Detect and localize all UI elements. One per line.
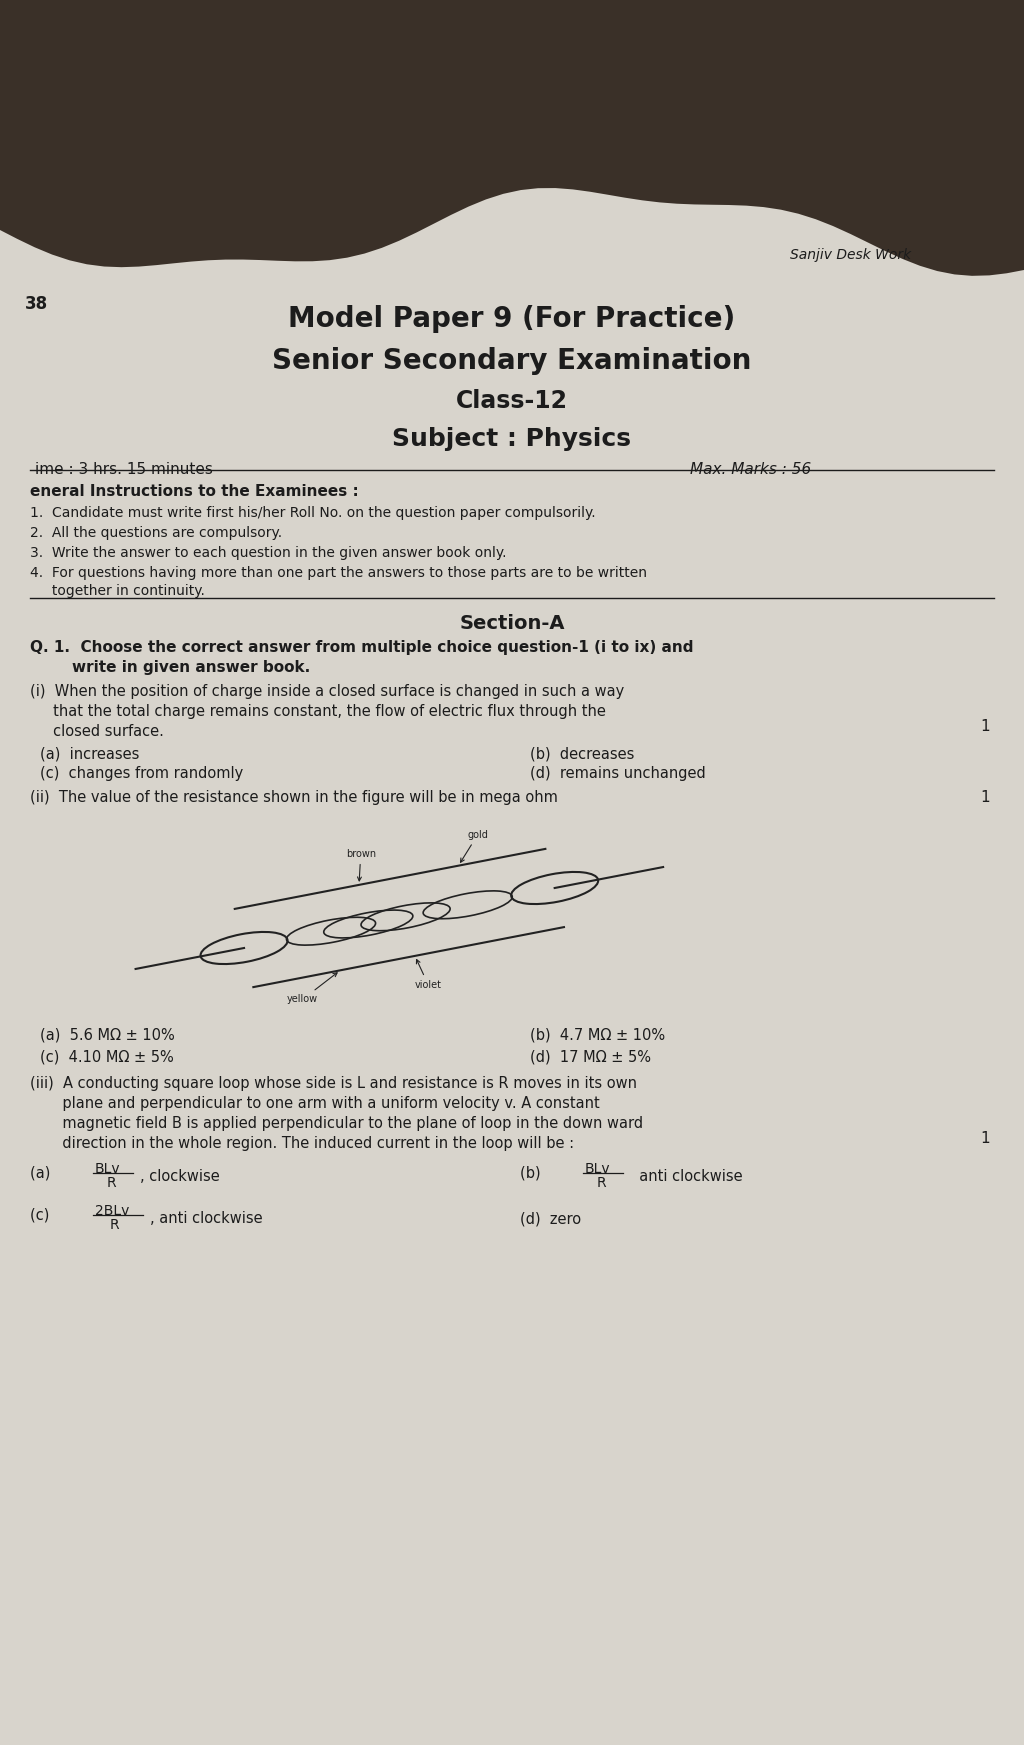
Text: Max. Marks : 56: Max. Marks : 56 [690,462,811,476]
Text: BLv: BLv [585,1162,610,1176]
Text: (c)  4.10 MΩ ± 5%: (c) 4.10 MΩ ± 5% [40,1050,174,1064]
Text: Section-A: Section-A [459,614,565,633]
Text: (b)  decreases: (b) decreases [530,747,635,761]
Text: Senior Secondary Examination: Senior Secondary Examination [272,347,752,375]
Text: 2BLv: 2BLv [95,1204,129,1218]
Text: Class-12: Class-12 [456,389,568,414]
Text: yellow: yellow [287,972,337,1005]
Text: 1: 1 [980,1131,989,1146]
Text: (b)  4.7 MΩ ± 10%: (b) 4.7 MΩ ± 10% [530,1028,666,1044]
Text: gold: gold [461,829,488,862]
Text: (a): (a) [30,1166,59,1181]
Text: BLv: BLv [95,1162,121,1176]
Text: (d)  remains unchanged: (d) remains unchanged [530,766,706,782]
Text: 1.  Candidate must write first his/her Roll No. on the question paper compulsori: 1. Candidate must write first his/her Ro… [30,506,596,520]
Text: (ii)  The value of the resistance shown in the figure will be in mega ohm: (ii) The value of the resistance shown i… [30,790,558,804]
Text: (a)  5.6 MΩ ± 10%: (a) 5.6 MΩ ± 10% [40,1028,175,1044]
Text: , clockwise: , clockwise [140,1169,220,1185]
Text: Sanjiv Desk Work: Sanjiv Desk Work [790,248,911,262]
Text: magnetic field B is applied perpendicular to the plane of loop in the down ward: magnetic field B is applied perpendicula… [30,1117,643,1131]
Text: ime : 3 hrs. 15 minutes: ime : 3 hrs. 15 minutes [35,462,213,476]
Text: (d)  zero: (d) zero [520,1211,582,1227]
Text: 38: 38 [25,295,48,312]
Text: (b): (b) [520,1166,550,1181]
Bar [0,0,1024,290]
Text: together in continuity.: together in continuity. [30,585,205,599]
Text: 1: 1 [980,719,989,735]
Text: brown: brown [346,848,376,881]
Text: write in given answer book.: write in given answer book. [30,660,310,675]
Text: R: R [597,1176,606,1190]
Text: closed surface.: closed surface. [30,724,164,738]
Text: Subject : Physics: Subject : Physics [392,428,632,450]
Text: (i)  When the position of charge inside a closed surface is changed in such a wa: (i) When the position of charge inside a… [30,684,625,700]
Text: violet: violet [415,960,442,989]
Text: Q. 1.  Choose the correct answer from multiple choice question-1 (i to ix) and: Q. 1. Choose the correct answer from mul… [30,640,693,654]
Text: , anti clockwise: , anti clockwise [150,1211,262,1227]
Text: 1: 1 [980,790,989,804]
Text: (a)  increases: (a) increases [40,747,139,761]
Text: Model Paper 9 (For Practice): Model Paper 9 (For Practice) [289,305,735,333]
Text: plane and perpendicular to one arm with a uniform velocity v. A constant: plane and perpendicular to one arm with … [30,1096,600,1112]
Text: (c)  changes from randomly: (c) changes from randomly [40,766,244,782]
Text: eneral Instructions to the Examinees :: eneral Instructions to the Examinees : [30,483,358,499]
Text: anti clockwise: anti clockwise [630,1169,742,1185]
Text: 3.  Write the answer to each question in the given answer book only.: 3. Write the answer to each question in … [30,546,507,560]
Text: (d)  17 MΩ ± 5%: (d) 17 MΩ ± 5% [530,1050,651,1064]
Text: direction in the whole region. The induced current in the loop will be :: direction in the whole region. The induc… [30,1136,574,1152]
Text: that the total charge remains constant, the flow of electric flux through the: that the total charge remains constant, … [30,703,606,719]
Text: 4.  For questions having more than one part the answers to those parts are to be: 4. For questions having more than one pa… [30,565,647,579]
Text: (c): (c) [30,1208,58,1223]
Text: 2.  All the questions are compulsory.: 2. All the questions are compulsory. [30,525,283,539]
Text: (iii)  A conducting square loop whose side is L and resistance is R moves in its: (iii) A conducting square loop whose sid… [30,1077,637,1091]
Text: R: R [106,1176,117,1190]
PathPatch shape [0,188,1024,1745]
Text: R: R [110,1218,120,1232]
